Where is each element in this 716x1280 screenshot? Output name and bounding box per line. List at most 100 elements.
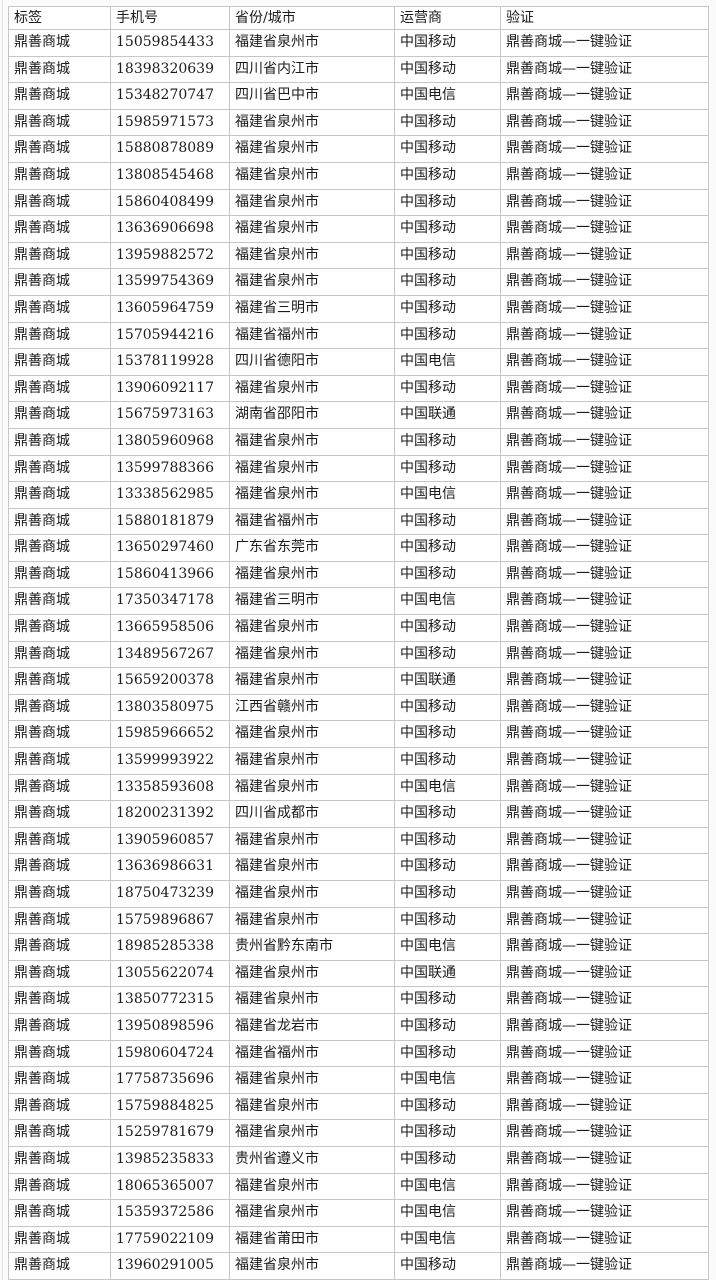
cell-province-city: 四川省巴中市	[229, 82, 395, 110]
cell-label: 鼎善商城	[8, 135, 111, 163]
cell-province-city: 四川省内江市	[229, 55, 395, 84]
cell-province-city: 福建省泉州市	[229, 959, 395, 988]
cell-verification: 鼎善商城—一键验证	[500, 853, 709, 881]
cell-carrier: 中国移动	[394, 1012, 501, 1041]
cell-phone: 15759896867	[110, 906, 230, 935]
cell-verification: 鼎善商城—一键验证	[500, 1066, 709, 1094]
cell-carrier: 中国移动	[394, 268, 501, 296]
cell-province-city: 广东省东莞市	[229, 534, 395, 562]
cell-label: 鼎善商城	[8, 401, 111, 429]
cell-label: 鼎善商城	[8, 55, 111, 84]
cell-label: 鼎善商城	[8, 161, 111, 190]
cell-label: 鼎善商城	[8, 560, 111, 589]
cell-verification: 鼎善商城—一键验证	[500, 640, 709, 669]
cell-carrier: 中国移动	[394, 880, 501, 908]
cell-carrier: 中国移动	[394, 321, 501, 350]
cell-carrier: 中国移动	[394, 1119, 501, 1147]
cell-carrier: 中国移动	[394, 614, 501, 642]
cell-province-city: 福建省泉州市	[229, 268, 395, 296]
cell-carrier: 中国移动	[394, 161, 501, 190]
cell-phone: 13358593608	[110, 773, 230, 802]
cell-label: 鼎善商城	[8, 667, 111, 695]
cell-verification: 鼎善商城—一键验证	[500, 826, 709, 855]
cell-verification: 鼎善商城—一键验证	[500, 294, 709, 323]
cell-province-city: 福建省泉州市	[229, 481, 395, 509]
cell-phone: 15980604724	[110, 1039, 230, 1068]
cell-province-city: 福建省三明市	[229, 587, 395, 616]
cell-label: 鼎善商城	[8, 1199, 111, 1227]
cell-verification: 鼎善商城—一键验证	[500, 348, 709, 376]
table-row: 鼎善商城 13959882572 福建省泉州市 中国移动 鼎善商城—一键验证	[8, 241, 709, 270]
cell-province-city: 贵州省黔东南市	[229, 933, 395, 961]
table-row: 鼎善商城 15860413966 福建省泉州市 中国移动 鼎善商城—一键验证	[8, 560, 709, 589]
cell-phone: 13599754369	[110, 268, 230, 296]
cell-carrier: 中国移动	[394, 427, 501, 456]
cell-label: 鼎善商城	[8, 587, 111, 616]
cell-label: 鼎善商城	[8, 1012, 111, 1041]
cell-province-city: 福建省泉州市	[229, 906, 395, 935]
column-header-phone: 手机号	[110, 6, 230, 30]
cell-province-city: 福建省泉州市	[229, 986, 395, 1014]
table-row: 鼎善商城 13803580975 江西省赣州市 中国移动 鼎善商城—一键验证	[8, 693, 709, 722]
table-row: 鼎善商城 15659200378 福建省泉州市 中国联通 鼎善商城—一键验证	[8, 667, 709, 695]
cell-carrier: 中国移动	[394, 640, 501, 669]
table-row: 鼎善商城 13605964759 福建省三明市 中国移动 鼎善商城—一键验证	[8, 294, 709, 323]
cell-phone: 18985285338	[110, 933, 230, 961]
cell-carrier: 中国移动	[394, 374, 501, 403]
cell-verification: 鼎善商城—一键验证	[500, 215, 709, 243]
table-row: 鼎善商城 18750473239 福建省泉州市 中国移动 鼎善商城—一键验证	[8, 880, 709, 908]
cell-carrier: 中国移动	[394, 747, 501, 775]
cell-verification: 鼎善商城—一键验证	[500, 161, 709, 190]
cell-verification: 鼎善商城—一键验证	[500, 401, 709, 429]
cell-carrier: 中国移动	[394, 55, 501, 84]
cell-carrier: 中国移动	[394, 906, 501, 935]
cell-province-city: 福建省泉州市	[229, 108, 395, 137]
cell-province-city: 福建省泉州市	[229, 241, 395, 270]
cell-carrier: 中国联通	[394, 959, 501, 988]
table-row: 鼎善商城 17350347178 福建省三明市 中国电信 鼎善商城—一键验证	[8, 587, 709, 616]
cell-label: 鼎善商城	[8, 959, 111, 988]
cell-label: 鼎善商城	[8, 853, 111, 881]
cell-label: 鼎善商城	[8, 188, 111, 217]
cell-verification: 鼎善商城—一键验证	[500, 1145, 709, 1174]
cell-phone: 13055622074	[110, 959, 230, 988]
cell-verification: 鼎善商城—一键验证	[500, 933, 709, 961]
cell-phone: 15985966652	[110, 720, 230, 749]
cell-carrier: 中国移动	[394, 853, 501, 881]
cell-label: 鼎善商城	[8, 534, 111, 562]
cell-phone: 13805960968	[110, 427, 230, 456]
cell-label: 鼎善商城	[8, 427, 111, 456]
cell-verification: 鼎善商城—一键验证	[500, 959, 709, 988]
cell-phone: 18200231392	[110, 800, 230, 828]
cell-province-city: 福建省龙岩市	[229, 1012, 395, 1041]
cell-carrier: 中国移动	[394, 215, 501, 243]
cell-verification: 鼎善商城—一键验证	[500, 1252, 709, 1280]
cell-verification: 鼎善商城—一键验证	[500, 188, 709, 217]
table-row: 鼎善商城 15059854433 福建省泉州市 中国移动 鼎善商城—一键验证	[8, 29, 709, 57]
cell-province-city: 福建省福州市	[229, 1039, 395, 1068]
cell-carrier: 中国移动	[394, 188, 501, 217]
cell-province-city: 湖南省邵阳市	[229, 401, 395, 429]
cell-carrier: 中国移动	[394, 108, 501, 137]
cell-verification: 鼎善商城—一键验证	[500, 1172, 709, 1201]
table-body: 鼎善商城 15059854433 福建省泉州市 中国移动 鼎善商城—一键验证 鼎善商城 18…	[8, 29, 709, 1280]
table-row: 鼎善商城 13805960968 福建省泉州市 中国移动 鼎善商城—一键验证	[8, 427, 709, 456]
table-row: 鼎善商城 15259781679 福建省泉州市 中国移动 鼎善商城—一键验证	[8, 1119, 709, 1147]
cell-phone: 17758735696	[110, 1066, 230, 1094]
cell-label: 鼎善商城	[8, 1092, 111, 1121]
cell-phone: 13605964759	[110, 294, 230, 323]
cell-label: 鼎善商城	[8, 826, 111, 855]
cell-verification: 鼎善商城—一键验证	[500, 374, 709, 403]
cell-carrier: 中国电信	[394, 82, 501, 110]
table-row: 鼎善商城 17758735696 福建省泉州市 中国电信 鼎善商城—一键验证	[8, 1066, 709, 1094]
cell-phone: 17759022109	[110, 1225, 230, 1254]
cell-province-city: 贵州省遵义市	[229, 1145, 395, 1174]
table-row: 鼎善商城 13665958506 福建省泉州市 中国移动 鼎善商城—一键验证	[8, 614, 709, 642]
cell-province-city: 福建省福州市	[229, 321, 395, 350]
cell-label: 鼎善商城	[8, 800, 111, 828]
table-row: 鼎善商城 13599788366 福建省泉州市 中国移动 鼎善商城—一键验证	[8, 454, 709, 483]
cell-phone: 18398320639	[110, 55, 230, 84]
cell-verification: 鼎善商城—一键验证	[500, 82, 709, 110]
cell-label: 鼎善商城	[8, 348, 111, 376]
